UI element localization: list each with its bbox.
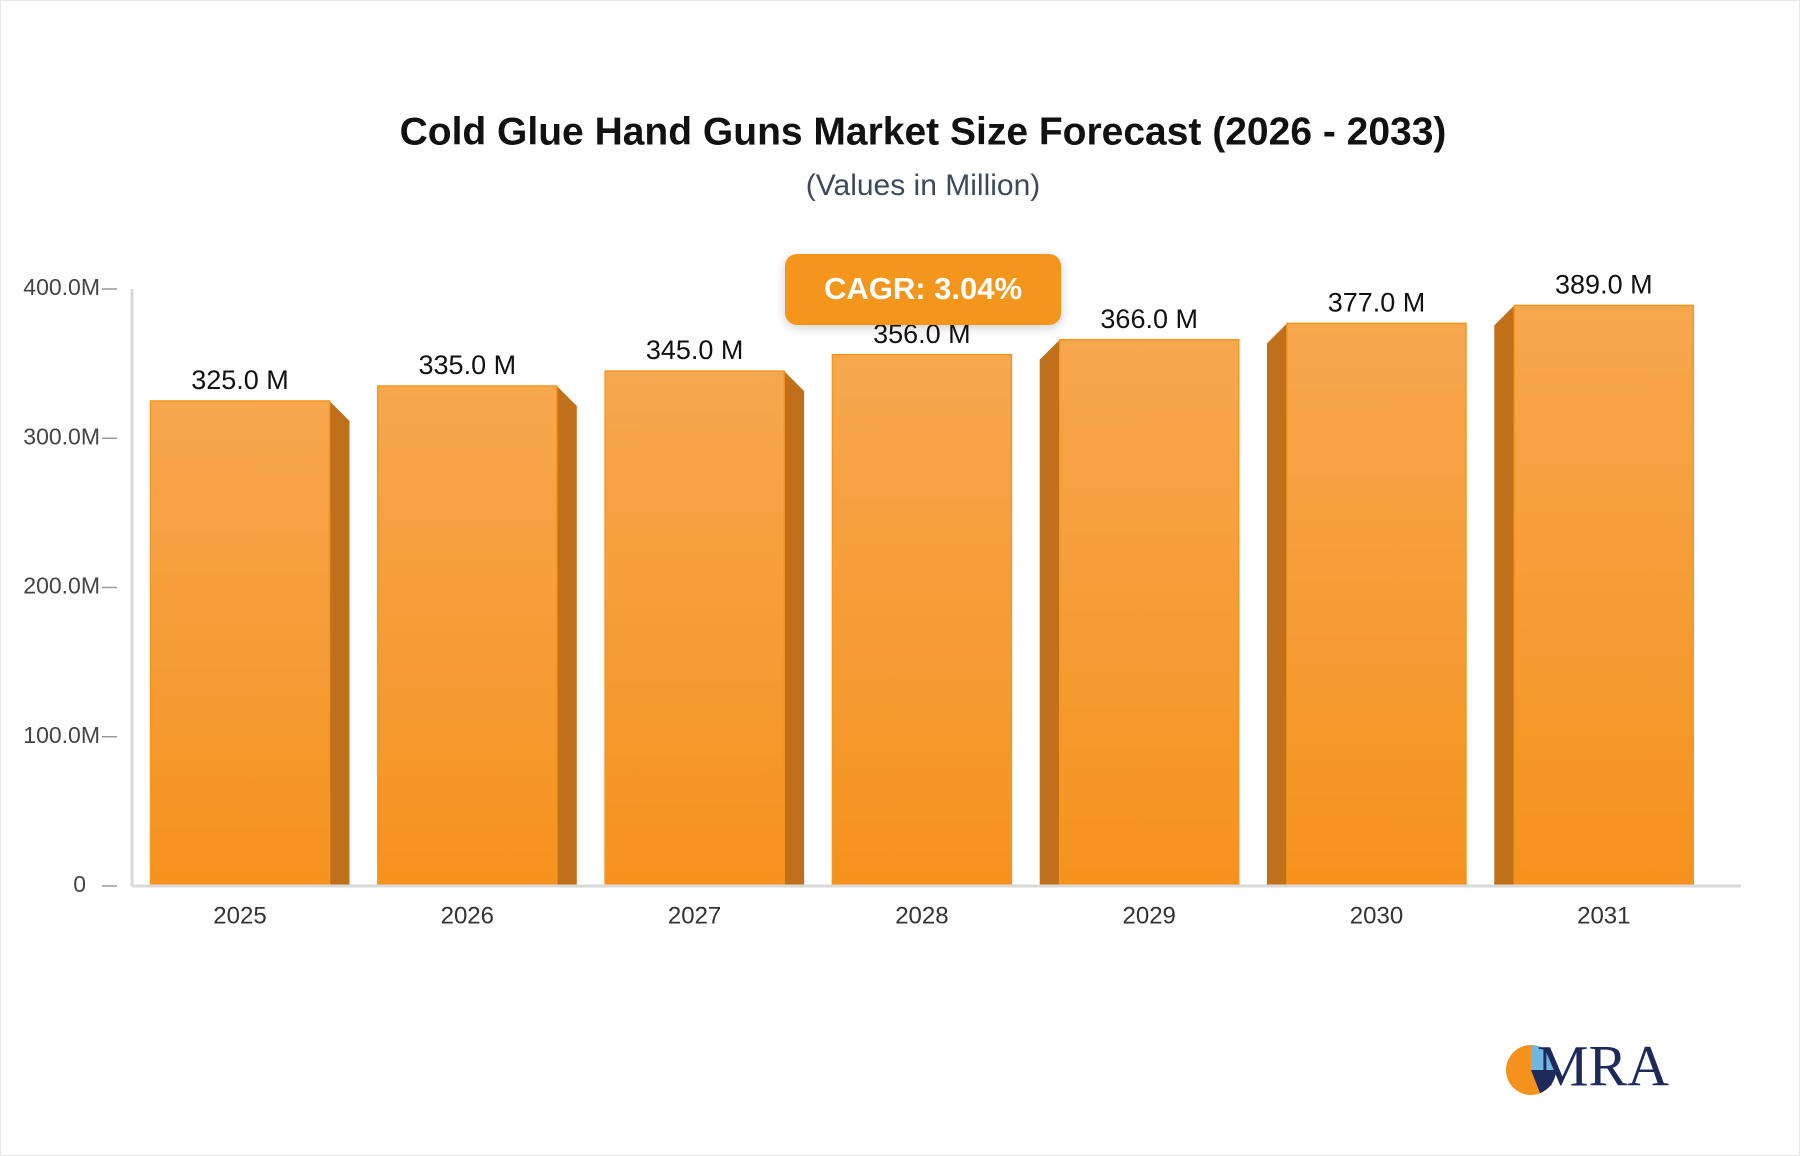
data-label: 389.0 M bbox=[1555, 270, 1653, 300]
bar-side bbox=[556, 386, 577, 886]
data-label: 325.0 M bbox=[191, 365, 289, 395]
x-tick-label: 2025 bbox=[213, 902, 266, 929]
x-tick-label: 2028 bbox=[895, 902, 948, 929]
annotation-box bbox=[785, 254, 1061, 325]
y-tick-label: 400.0M bbox=[23, 274, 100, 300]
logo-icon-slice bbox=[1531, 1045, 1556, 1070]
bar-side bbox=[784, 371, 805, 886]
bar-side bbox=[1494, 305, 1515, 887]
bar-side bbox=[1039, 339, 1060, 886]
chart-subtitle: (Values in Million) bbox=[806, 169, 1041, 202]
x-tick-label: 2026 bbox=[441, 902, 494, 929]
bar bbox=[377, 385, 558, 887]
data-label: 345.0 M bbox=[646, 335, 744, 365]
chart-title: Cold Glue Hand Guns Market Size Forecast… bbox=[400, 110, 1447, 153]
y-tick-label: 200.0M bbox=[23, 573, 100, 599]
data-label: 377.0 M bbox=[1328, 287, 1426, 317]
logo-icon-slice bbox=[1531, 1070, 1556, 1093]
bar bbox=[149, 400, 331, 887]
x-tick-label: 2027 bbox=[668, 902, 721, 929]
bar-side bbox=[1267, 323, 1287, 886]
bar bbox=[1286, 322, 1467, 887]
annotation: CAGR: 3.04% bbox=[785, 254, 1061, 325]
bar bbox=[1058, 338, 1240, 887]
y-tick-label: 100.0M bbox=[23, 722, 100, 748]
x-tick-label: 2029 bbox=[1123, 902, 1176, 929]
bar bbox=[1513, 304, 1695, 887]
data-label: 366.0 M bbox=[1100, 304, 1198, 334]
data-label: 335.0 M bbox=[419, 350, 517, 380]
logo-text: MRA bbox=[1537, 1033, 1669, 1098]
annotation-text: CAGR: 3.04% bbox=[824, 271, 1022, 306]
logo: MRA bbox=[1506, 1033, 1669, 1098]
y-tick-label: 300.0M bbox=[23, 423, 100, 449]
bar bbox=[604, 370, 785, 887]
x-tick-label: 2030 bbox=[1350, 902, 1403, 929]
y-tick-label: 0 bbox=[73, 871, 86, 897]
bar bbox=[831, 353, 1013, 887]
x-tick-label: 2031 bbox=[1577, 902, 1630, 929]
bar-side bbox=[329, 400, 350, 886]
